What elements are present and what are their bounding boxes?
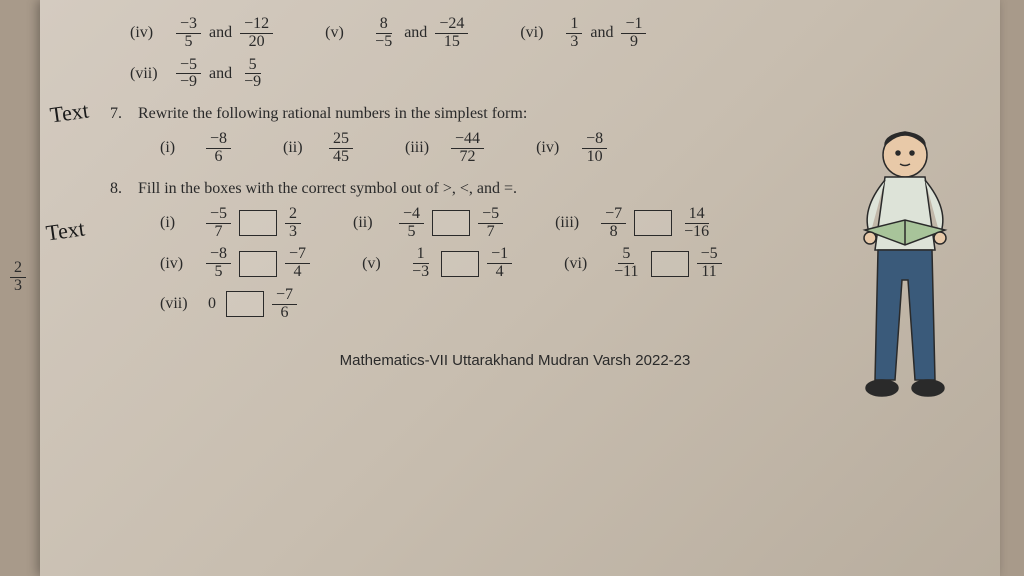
q6-item-vi: (vi) 13 and −19 (520, 16, 648, 51)
answer-box[interactable] (634, 210, 672, 236)
frac-den: 3 (10, 278, 26, 295)
q8-item-ii: (ii) −45 −57 (353, 206, 505, 241)
q6-item-v: (v) 8−5 and −2415 (325, 16, 470, 51)
q7-item-i: (i) −86 (160, 131, 233, 166)
student-illustration (840, 120, 970, 450)
answer-box[interactable] (226, 291, 264, 317)
q8-num: 8. (110, 180, 128, 198)
handwriting-1: Text (48, 97, 90, 128)
answer-box[interactable] (239, 210, 277, 236)
q7-item-ii: (ii) 2545 (283, 131, 355, 166)
answer-box[interactable] (441, 251, 479, 277)
page-footer: Mathematics-VII Uttarakhand Mudran Varsh… (70, 352, 960, 369)
item-label: (vii) (130, 65, 164, 83)
q8-text: Fill in the boxes with the correct symbo… (138, 180, 517, 198)
q8-item-iii: (iii) −78 14−16 (555, 206, 715, 241)
q8-heading: 8. Fill in the boxes with the correct sy… (110, 180, 960, 198)
q6-row2: (vii) −5−9 and 5−9 (130, 57, 960, 92)
q7-item-iii: (iii) −4472 (405, 131, 486, 166)
answer-box[interactable] (651, 251, 689, 277)
frac-num: 2 (10, 260, 26, 278)
answer-box[interactable] (239, 251, 277, 277)
q8-item-iv: (iv) −85 −74 (160, 246, 312, 281)
q7-heading: 7. Rewrite the following rational number… (110, 105, 960, 123)
q6-row1: (iv) −35 and −1220 (v) 8−5 and −2415 (vi… (130, 16, 960, 51)
margin-fraction: 23 (8, 260, 28, 295)
q8-item-vi: (vi) 5−11 −511 (564, 246, 723, 281)
page-content: (iv) −35 and −1220 (v) 8−5 and −2415 (vi… (40, 0, 1000, 576)
handwriting-2: Text (44, 215, 86, 246)
q7-num: 7. (110, 105, 128, 123)
answer-box[interactable] (432, 210, 470, 236)
q8-item-vii: (vii) 0 −76 (160, 287, 299, 322)
q8-item-i: (i) −57 23 (160, 206, 303, 241)
q7-text: Rewrite the following rational numbers i… (138, 105, 527, 123)
item-label: (vi) (520, 24, 554, 42)
item-label: (v) (325, 24, 359, 42)
q6-item-iv: (iv) −35 and −1220 (130, 16, 275, 51)
q7-item-iv: (iv) −810 (536, 131, 609, 166)
item-label: (iv) (130, 24, 164, 42)
q8-item-v: (v) 1−3 −14 (362, 246, 514, 281)
q6-item-vii: (vii) −5−9 and 5−9 (130, 57, 267, 92)
